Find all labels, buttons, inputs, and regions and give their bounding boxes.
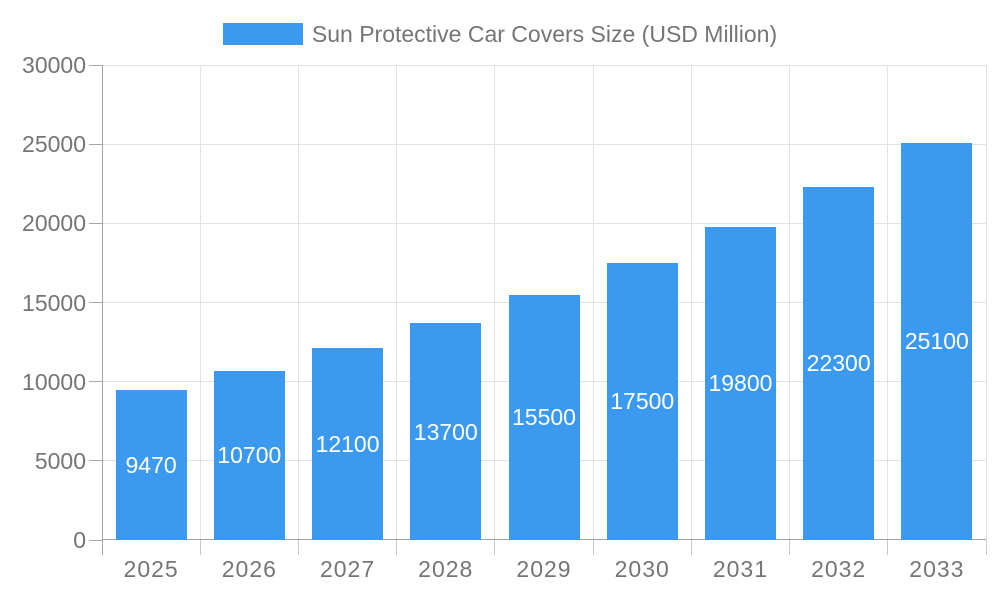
- bar-2026[interactable]: [213, 370, 285, 540]
- bar-2031[interactable]: [704, 226, 776, 540]
- legend-label: Sun Protective Car Covers Size (USD Mill…: [311, 21, 778, 47]
- x-axis-tick: [297, 540, 299, 555]
- legend: Sun Protective Car Covers Size (USD Mill…: [0, 21, 1000, 47]
- bar-2027[interactable]: [312, 348, 384, 540]
- y-axis-tick: [89, 381, 102, 383]
- y-axis-tick: [89, 222, 102, 224]
- bar-2033[interactable]: [901, 142, 973, 540]
- h-gridline: [102, 143, 986, 145]
- v-gridline: [690, 65, 692, 540]
- y-axis-tick-label: 30000: [22, 52, 86, 78]
- h-gridline: [102, 64, 986, 66]
- legend-item[interactable]: Sun Protective Car Covers Size (USD Mill…: [222, 21, 778, 47]
- x-axis-tick-label: 2028: [418, 556, 474, 582]
- x-axis-tick-label: 2025: [123, 556, 179, 582]
- v-gridline: [297, 65, 299, 540]
- y-axis-tick-label: 15000: [22, 289, 86, 316]
- y-axis-tick: [89, 64, 102, 66]
- x-axis-tick: [690, 540, 692, 555]
- h-gridline: [102, 222, 986, 224]
- y-axis-tick-label: 0: [73, 527, 86, 553]
- bar-value-label: 22300: [806, 350, 871, 377]
- v-gridline: [789, 65, 791, 540]
- y-axis-tick: [89, 143, 102, 145]
- bar-2025[interactable]: [115, 390, 187, 540]
- y-axis-line: [102, 65, 103, 555]
- x-axis-tick-label: 2033: [909, 556, 965, 582]
- bar-value-label: 17500: [610, 388, 675, 415]
- x-axis-tick: [494, 540, 496, 555]
- v-gridline: [396, 65, 398, 540]
- x-axis-tick-label: 2030: [614, 556, 670, 582]
- y-axis-tick: [89, 302, 102, 303]
- plot-area: 0 5000 10000 15000 20000 25000 30000 9470 2025 10…: [22, 53, 987, 582]
- y-axis-tick: [89, 539, 102, 541]
- bar-value-label: 19800: [708, 370, 773, 397]
- v-gridline: [985, 65, 987, 540]
- bar-value-label: 25100: [904, 328, 969, 355]
- x-axis-tick-label: 2029: [516, 556, 572, 582]
- x-axis-tick-label: 2027: [319, 556, 376, 582]
- bar-2032[interactable]: [803, 186, 875, 540]
- bar-2029[interactable]: [508, 294, 580, 540]
- bar-2030[interactable]: [606, 262, 678, 540]
- x-axis-tick-label: 2031: [712, 556, 769, 582]
- x-axis-tick: [592, 540, 594, 555]
- legend-swatch-icon: [222, 23, 303, 45]
- bar-value-label: 13700: [413, 418, 478, 445]
- bar-2028[interactable]: [410, 323, 482, 540]
- bar-value-label: 12100: [315, 431, 380, 458]
- x-axis-tick-label: 2026: [221, 556, 277, 582]
- v-gridline: [887, 65, 889, 540]
- x-axis-tick: [396, 540, 398, 555]
- y-axis-tick-label: 5000: [34, 447, 86, 474]
- bar-value-label: 9470: [125, 452, 177, 479]
- x-axis-tick: [887, 540, 889, 555]
- x-axis-tick-label: 2032: [811, 556, 867, 582]
- bar-value-label: 15500: [512, 404, 576, 431]
- bar-value-label: 10700: [217, 442, 282, 469]
- v-gridline: [494, 65, 496, 540]
- x-axis-tick: [199, 540, 201, 555]
- x-axis-tick: [789, 540, 791, 555]
- y-axis-tick-label: 10000: [22, 368, 86, 395]
- x-axis-tick: [985, 540, 987, 555]
- y-axis-tick-label: 25000: [22, 131, 86, 158]
- y-axis-tick: [89, 460, 102, 462]
- v-gridline: [592, 65, 594, 540]
- v-gridline: [199, 65, 201, 540]
- y-axis-tick-label: 20000: [22, 210, 86, 237]
